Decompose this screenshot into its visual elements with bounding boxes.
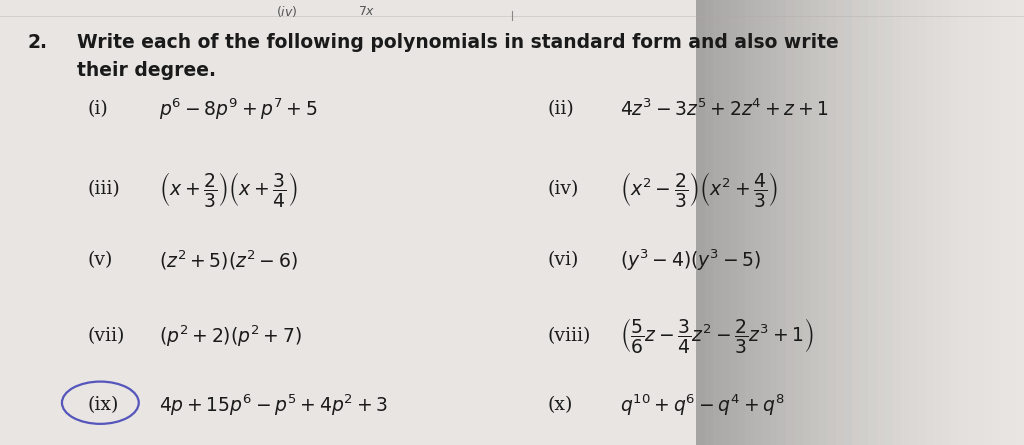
Text: $4z^3-3z^5+2z^4+z+1$: $4z^3-3z^5+2z^4+z+1$ — [620, 98, 828, 120]
Bar — [705, 0, 713, 445]
Bar — [901, 0, 909, 445]
Bar — [918, 0, 926, 445]
Bar — [852, 0, 860, 445]
Bar — [909, 0, 918, 445]
Bar — [729, 0, 737, 445]
Bar — [893, 0, 901, 445]
Bar — [795, 0, 803, 445]
Bar — [967, 0, 975, 445]
Bar — [696, 0, 705, 445]
Bar — [713, 0, 721, 445]
Text: $(z^2+5)(z^2-6)$: $(z^2+5)(z^2-6)$ — [159, 249, 298, 272]
Text: 2.: 2. — [28, 33, 48, 53]
Bar — [836, 0, 844, 445]
Bar — [860, 0, 868, 445]
Text: (iv): (iv) — [548, 180, 580, 198]
Bar — [934, 0, 942, 445]
Text: (iii): (iii) — [87, 180, 120, 198]
Text: (ii): (ii) — [548, 100, 574, 118]
Bar — [844, 0, 852, 445]
Bar — [999, 0, 1008, 445]
Text: (i): (i) — [87, 100, 108, 118]
Bar — [778, 0, 786, 445]
Bar — [983, 0, 991, 445]
Text: (vii): (vii) — [87, 327, 124, 345]
Bar — [958, 0, 967, 445]
Text: $\left(x+\dfrac{2}{3}\right)\left(x+\dfrac{3}{4}\right)$: $\left(x+\dfrac{2}{3}\right)\left(x+\dfr… — [159, 170, 297, 209]
Text: (ix): (ix) — [87, 396, 119, 414]
Bar — [770, 0, 778, 445]
Text: $(p^2+2)(p^2+7)$: $(p^2+2)(p^2+7)$ — [159, 323, 302, 349]
Text: $7x$: $7x$ — [358, 4, 376, 18]
Bar — [803, 0, 811, 445]
Bar — [721, 0, 729, 445]
Bar — [811, 0, 819, 445]
Bar — [1016, 0, 1024, 445]
Bar — [885, 0, 893, 445]
Bar — [827, 0, 836, 445]
Text: $\left(x^2-\dfrac{2}{3}\right)\left(x^2+\dfrac{4}{3}\right)$: $\left(x^2-\dfrac{2}{3}\right)\left(x^2+… — [620, 170, 778, 209]
Text: Write each of the following polynomials in standard form and also write: Write each of the following polynomials … — [77, 33, 839, 53]
Bar — [991, 0, 999, 445]
Text: (v): (v) — [87, 251, 113, 269]
Text: their degree.: their degree. — [77, 61, 216, 81]
Bar — [868, 0, 877, 445]
Bar — [737, 0, 745, 445]
Text: $\left(\dfrac{5}{6}z-\dfrac{3}{4}z^2-\dfrac{2}{3}z^3+1\right)$: $\left(\dfrac{5}{6}z-\dfrac{3}{4}z^2-\df… — [620, 316, 813, 356]
Bar — [877, 0, 885, 445]
Text: (vi): (vi) — [548, 251, 580, 269]
Bar — [745, 0, 754, 445]
Text: (viii): (viii) — [548, 327, 591, 345]
Bar — [926, 0, 934, 445]
Text: $(iv)$: $(iv)$ — [276, 4, 298, 19]
Bar — [975, 0, 983, 445]
Text: $q^{10}+q^6-q^4+q^8$: $q^{10}+q^6-q^4+q^8$ — [620, 392, 784, 418]
Bar — [950, 0, 958, 445]
Bar — [819, 0, 827, 445]
Bar — [942, 0, 950, 445]
Bar — [754, 0, 762, 445]
Text: $(y^3-4)(y^3-5)$: $(y^3-4)(y^3-5)$ — [620, 247, 761, 273]
Text: $4p+15p^6-p^5+4p^2+3$: $4p+15p^6-p^5+4p^2+3$ — [159, 392, 388, 418]
Bar — [1008, 0, 1016, 445]
Bar — [786, 0, 795, 445]
Text: (x): (x) — [548, 396, 573, 414]
Bar — [762, 0, 770, 445]
Text: $p^6 - 8p^9 + p^7 + 5$: $p^6 - 8p^9 + p^7 + 5$ — [159, 96, 317, 122]
